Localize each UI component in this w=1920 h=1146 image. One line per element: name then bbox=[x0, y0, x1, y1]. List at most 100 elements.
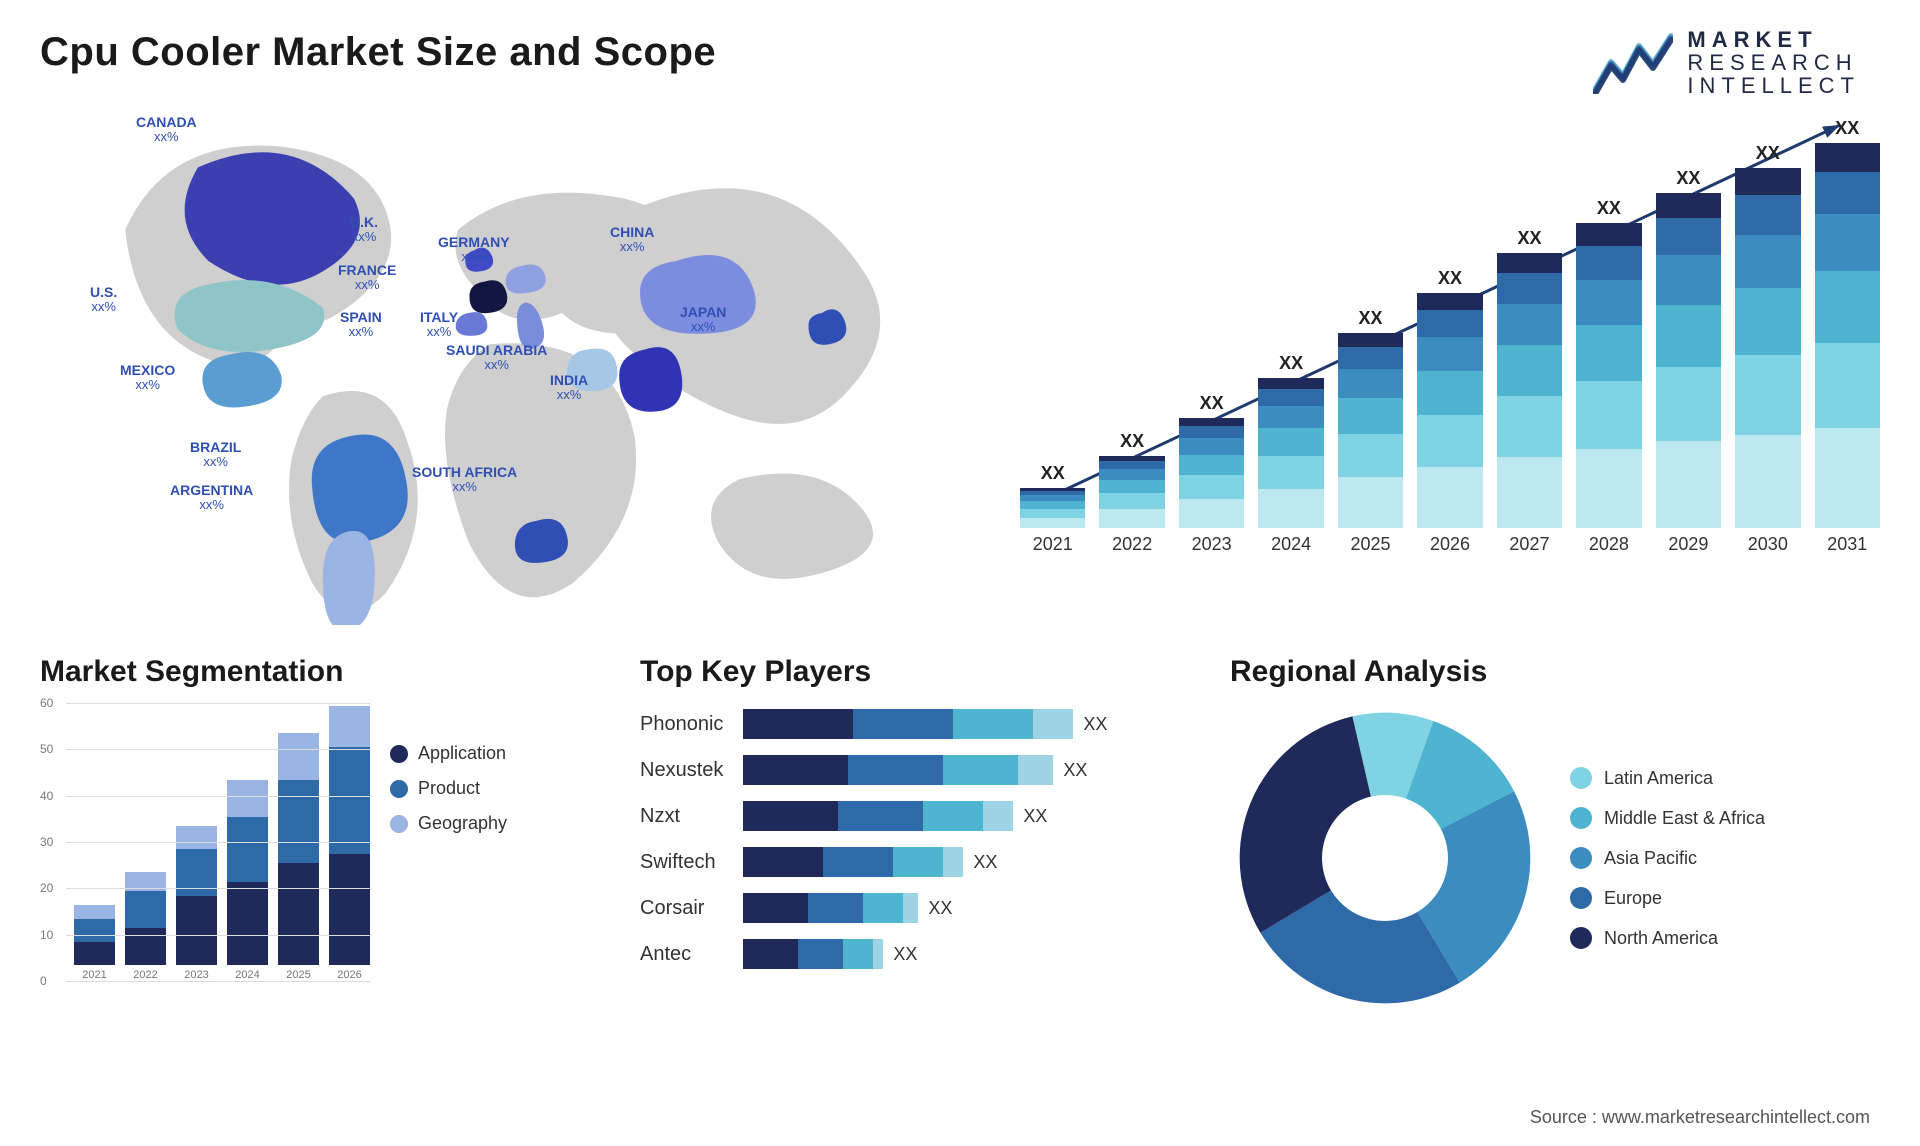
player-value: XX bbox=[893, 944, 917, 965]
forecast-bar-segment bbox=[1497, 273, 1562, 304]
player-bar-segment bbox=[873, 939, 883, 969]
forecast-bar-segment bbox=[1576, 381, 1641, 449]
seg-bar-segment bbox=[278, 863, 319, 965]
forecast-bar bbox=[1338, 333, 1403, 528]
player-name: Swiftech bbox=[640, 847, 723, 877]
forecast-bar-segment bbox=[1179, 438, 1244, 454]
forecast-bar bbox=[1497, 253, 1562, 528]
player-name: Nexustek bbox=[640, 755, 723, 785]
seg-bar-segment bbox=[227, 780, 268, 817]
player-bar-segment bbox=[843, 939, 873, 969]
forecast-bar-segment bbox=[1099, 493, 1164, 509]
forecast-bar-segment bbox=[1815, 143, 1880, 172]
seg-bar-segment bbox=[125, 928, 166, 965]
player-name: Nzxt bbox=[640, 801, 723, 831]
map-label: U.S.xx% bbox=[90, 285, 117, 315]
logo-icon bbox=[1593, 32, 1673, 94]
player-row: XX bbox=[743, 709, 1190, 739]
player-bar-segment bbox=[743, 801, 838, 831]
player-bar-segment bbox=[953, 709, 1033, 739]
seg-bar bbox=[227, 780, 268, 965]
forecast-bar-col: XX2030 bbox=[1735, 143, 1800, 555]
forecast-bar bbox=[1656, 193, 1721, 528]
seg-bar bbox=[176, 826, 217, 965]
map-label: FRANCExx% bbox=[338, 263, 396, 293]
seg-bar-segment bbox=[227, 817, 268, 882]
seg-xtick: 2024 bbox=[235, 969, 259, 981]
world-map: CANADAxx%U.S.xx%MEXICOxx%BRAZILxx%ARGENT… bbox=[40, 105, 980, 625]
forecast-bar-segment bbox=[1497, 396, 1562, 457]
regional-title: Regional Analysis bbox=[1230, 655, 1880, 689]
player-bar-segment bbox=[808, 893, 863, 923]
forecast-bar-col: XX2031 bbox=[1815, 118, 1880, 555]
seg-bar-segment bbox=[329, 747, 370, 854]
forecast-bar bbox=[1020, 488, 1085, 528]
player-row: XX bbox=[743, 755, 1190, 785]
player-bars: XXXXXXXXXXXX bbox=[743, 709, 1190, 969]
forecast-bar-segment bbox=[1020, 509, 1085, 518]
map-label: U.K.xx% bbox=[350, 215, 378, 245]
player-bar bbox=[743, 893, 918, 923]
forecast-bar-col: XX2021 bbox=[1020, 463, 1085, 555]
seg-bar bbox=[125, 872, 166, 965]
legend-swatch bbox=[1570, 927, 1592, 949]
seg-bar-segment bbox=[125, 891, 166, 928]
seg-xtick: 2022 bbox=[133, 969, 157, 981]
player-value: XX bbox=[928, 898, 952, 919]
forecast-bar-segment bbox=[1179, 418, 1244, 426]
player-name: Phononic bbox=[640, 709, 723, 739]
forecast-bar-segment bbox=[1656, 218, 1721, 255]
legend-swatch bbox=[1570, 807, 1592, 829]
map-label: GERMANYxx% bbox=[438, 235, 510, 265]
regional-donut bbox=[1230, 703, 1540, 1013]
forecast-bar-segment bbox=[1258, 378, 1323, 389]
forecast-xtick: 2027 bbox=[1509, 534, 1549, 555]
forecast-bar-segment bbox=[1258, 406, 1323, 428]
forecast-bar-col: XX2025 bbox=[1338, 308, 1403, 555]
seg-bar-segment bbox=[278, 780, 319, 863]
forecast-bar-segment bbox=[1576, 449, 1641, 528]
player-row: XX bbox=[743, 939, 1190, 969]
players-panel: Top Key Players Phononic Nexustek Nzxt Swif… bbox=[640, 655, 1190, 1035]
forecast-xtick: 2023 bbox=[1192, 534, 1232, 555]
seg-legend-item: Geography bbox=[390, 813, 507, 834]
segmentation-panel: Market Segmentation 20212022202320242025… bbox=[40, 655, 600, 1035]
player-bar-segment bbox=[743, 893, 808, 923]
regional-legend-item: Middle East & Africa bbox=[1570, 807, 1765, 829]
forecast-bar-segment bbox=[1179, 475, 1244, 499]
segmentation-title: Market Segmentation bbox=[40, 655, 600, 689]
map-label: INDIAxx% bbox=[550, 373, 588, 403]
regional-legend-item: North America bbox=[1570, 927, 1765, 949]
forecast-xtick: 2031 bbox=[1827, 534, 1867, 555]
forecast-bar-segment bbox=[1338, 398, 1403, 434]
seg-gridline bbox=[66, 842, 370, 843]
forecast-bar-segment bbox=[1576, 325, 1641, 381]
forecast-bar bbox=[1576, 223, 1641, 528]
player-bar-segment bbox=[838, 801, 923, 831]
seg-ytick: 40 bbox=[40, 789, 53, 803]
players-title: Top Key Players bbox=[640, 655, 1190, 689]
map-label: BRAZILxx% bbox=[190, 440, 241, 470]
forecast-bar-segment bbox=[1179, 426, 1244, 438]
player-bar-segment bbox=[798, 939, 843, 969]
forecast-bar-segment bbox=[1417, 371, 1482, 415]
seg-bar bbox=[278, 733, 319, 965]
forecast-bar-segment bbox=[1656, 441, 1721, 528]
player-bar-segment bbox=[743, 755, 848, 785]
seg-xtick: 2021 bbox=[82, 969, 106, 981]
forecast-bar-segment bbox=[1099, 469, 1164, 480]
forecast-bar-value: XX bbox=[1756, 143, 1780, 164]
seg-bar-segment bbox=[278, 733, 319, 779]
forecast-bar-segment bbox=[1099, 480, 1164, 493]
player-bar-segment bbox=[848, 755, 943, 785]
forecast-bar-segment bbox=[1735, 195, 1800, 235]
seg-bar-segment bbox=[176, 826, 217, 849]
forecast-bar bbox=[1735, 168, 1800, 528]
regional-legend-item: Asia Pacific bbox=[1570, 847, 1765, 869]
player-bar-segment bbox=[853, 709, 953, 739]
forecast-bar-segment bbox=[1258, 389, 1323, 406]
seg-ytick: 60 bbox=[40, 696, 53, 710]
player-bar bbox=[743, 709, 1073, 739]
forecast-bar-segment bbox=[1099, 461, 1164, 469]
forecast-bar bbox=[1417, 293, 1482, 528]
